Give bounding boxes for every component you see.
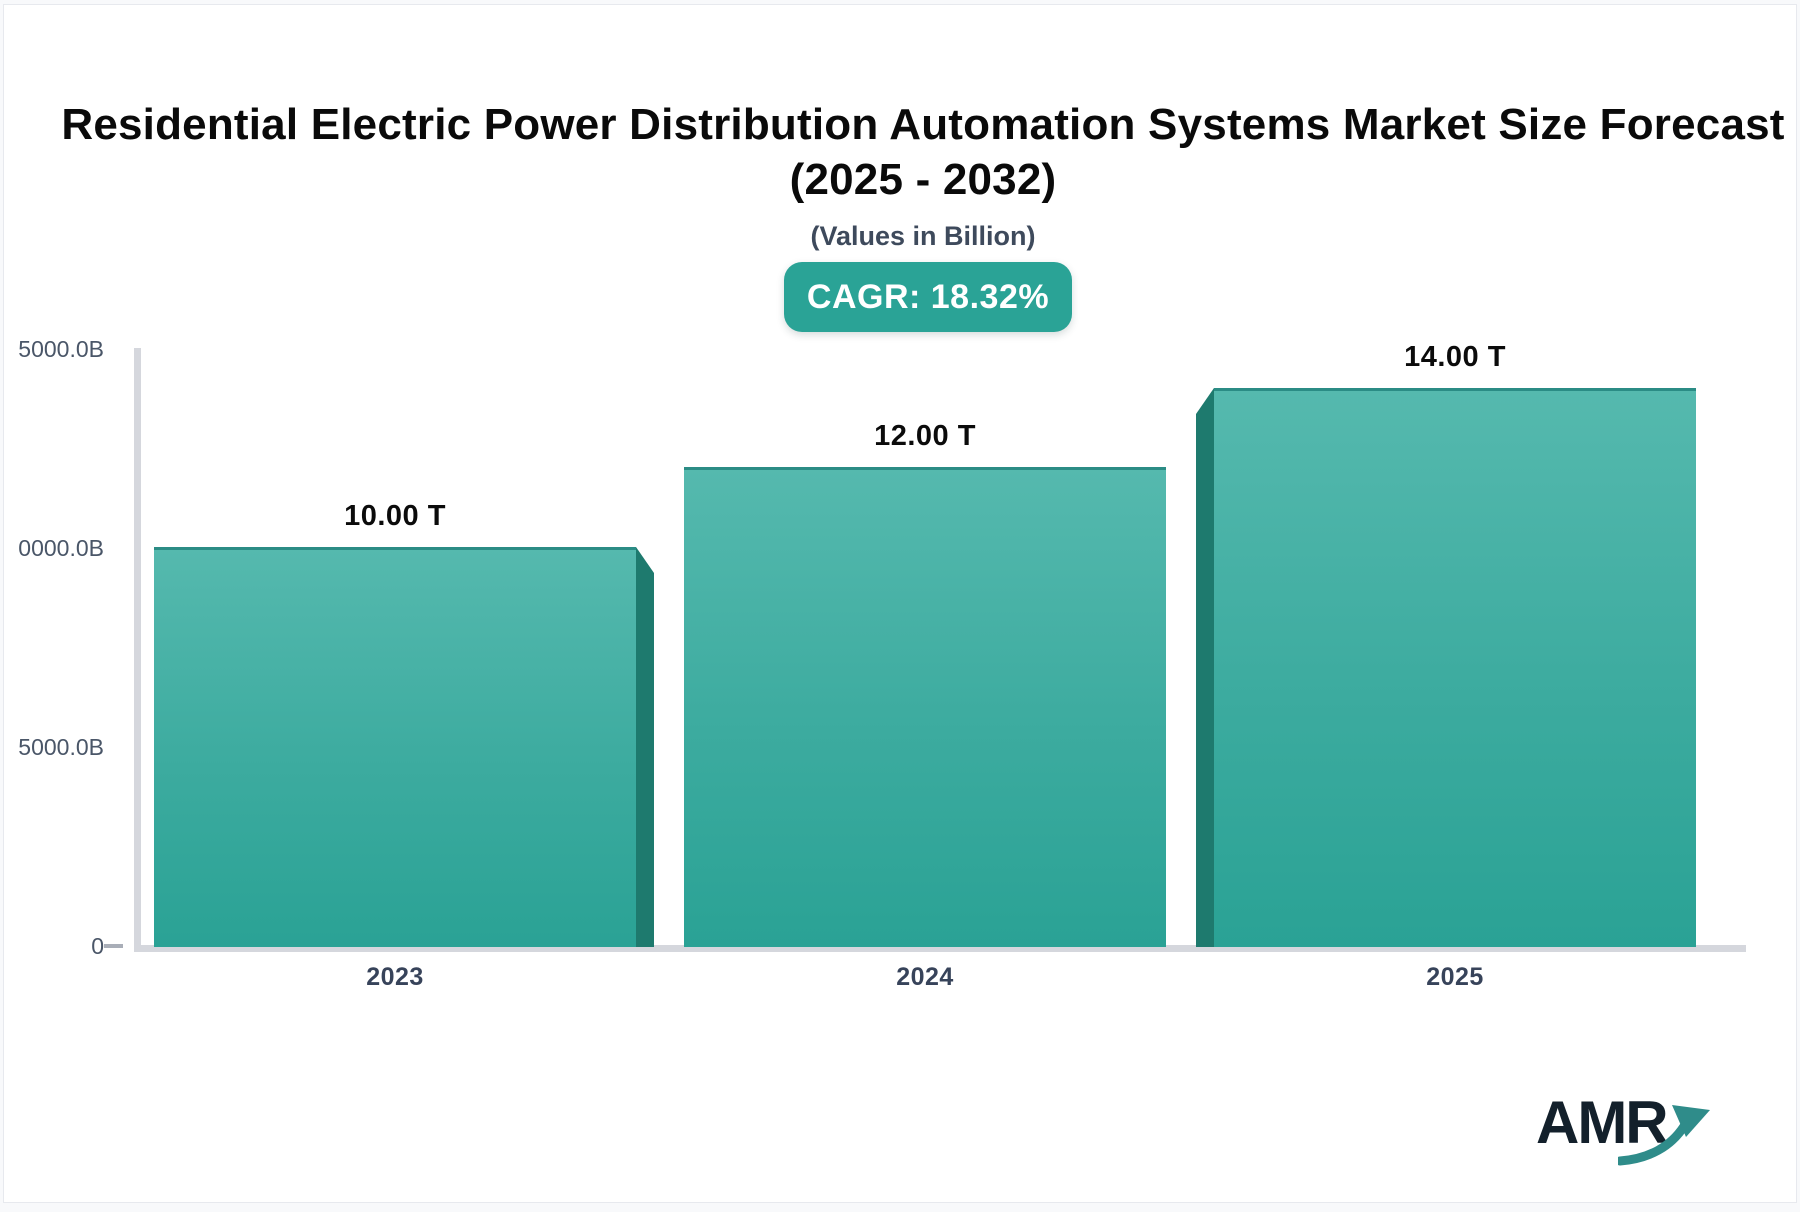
bar-2025-3d-side: [1196, 388, 1214, 947]
zero-tick-mark: [104, 944, 123, 948]
bar-2024-value-label: 12.00 T: [874, 420, 976, 452]
y-tick-5000: 5000.0B: [18, 734, 104, 760]
chart-header: Residential Electric Power Distribution …: [50, 97, 1796, 252]
bar-2025-value-label: 14.00 T: [1404, 341, 1506, 373]
amr-logo: AMR: [1536, 1093, 1726, 1169]
growth-arrow-icon: [1618, 1105, 1710, 1166]
bar-2025[interactable]: [1214, 388, 1696, 947]
bar-2023[interactable]: [154, 547, 636, 947]
cagr-badge: CAGR: 18.32%: [784, 262, 1072, 332]
x-axis-line: [134, 945, 1746, 952]
chart-card: Residential Electric Power Distribution …: [3, 4, 1797, 1203]
x-label-2024: 2024: [896, 963, 954, 991]
chart-title-line1: Residential Electric Power Distribution …: [61, 100, 1785, 149]
x-label-2023: 2023: [366, 963, 424, 991]
bar-2024[interactable]: [684, 467, 1166, 947]
y-tick-0: 0: [91, 933, 104, 959]
amr-logo-text: AMR: [1536, 1089, 1669, 1156]
y-tick-10000: 0000.0B: [18, 535, 104, 561]
cagr-badge-label: CAGR: 18.32%: [806, 277, 1050, 316]
chart-title-line2: (2025 - 2032): [789, 155, 1057, 204]
bar-2023-value-label: 10.00 T: [344, 500, 446, 532]
y-tick-15000: 5000.0B: [18, 336, 104, 362]
y-axis-line: [134, 348, 141, 952]
chart-subtitle: (Values in Billion): [810, 221, 1036, 251]
x-label-2025: 2025: [1426, 963, 1484, 991]
bar-2023-3d-side: [636, 547, 654, 947]
